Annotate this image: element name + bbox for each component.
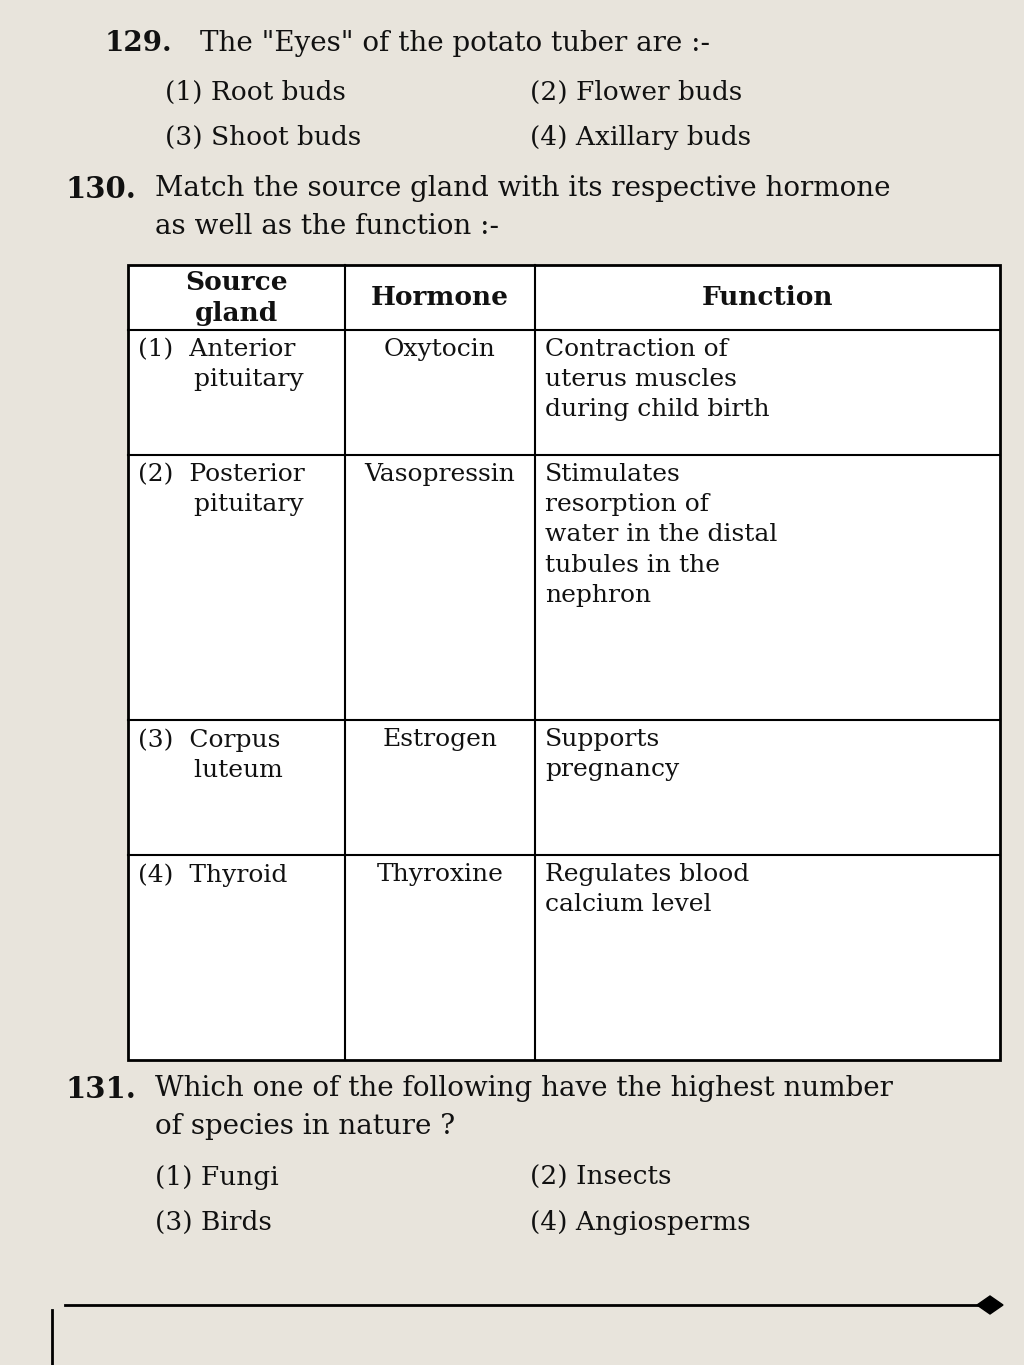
Text: (4) Angiosperms: (4) Angiosperms xyxy=(530,1209,751,1235)
Text: Contraction of
uterus muscles
during child birth: Contraction of uterus muscles during chi… xyxy=(545,339,770,422)
Text: Stimulates
resorption of
water in the distal
tubules in the
nephron: Stimulates resorption of water in the di… xyxy=(545,463,777,607)
Text: (3) Shoot buds: (3) Shoot buds xyxy=(165,126,361,150)
Text: Supports
pregnancy: Supports pregnancy xyxy=(545,728,679,781)
Text: Source
gland: Source gland xyxy=(185,269,288,325)
Text: Estrogen: Estrogen xyxy=(383,728,498,751)
Text: Hormone: Hormone xyxy=(371,285,509,310)
Text: Regulates blood
calcium level: Regulates blood calcium level xyxy=(545,863,750,916)
Polygon shape xyxy=(977,1295,1002,1314)
Text: The "Eyes" of the potato tuber are :-: The "Eyes" of the potato tuber are :- xyxy=(200,30,710,57)
Text: Vasopressin: Vasopressin xyxy=(365,463,515,486)
Text: (3) Birds: (3) Birds xyxy=(155,1209,272,1235)
Text: Oxytocin: Oxytocin xyxy=(384,339,496,360)
Text: Which one of the following have the highest number
of species in nature ?: Which one of the following have the high… xyxy=(155,1076,893,1140)
Text: Match the source gland with its respective hormone
as well as the function :-: Match the source gland with its respecti… xyxy=(155,175,891,239)
Text: (2) Flower buds: (2) Flower buds xyxy=(530,81,742,105)
Text: Thyroxine: Thyroxine xyxy=(377,863,504,886)
Text: (4)  Thyroid: (4) Thyroid xyxy=(138,863,288,886)
Text: Function: Function xyxy=(701,285,834,310)
Text: (1)  Anterior
       pituitary: (1) Anterior pituitary xyxy=(138,339,304,392)
Text: (3)  Corpus
       luteum: (3) Corpus luteum xyxy=(138,728,283,782)
Text: (2)  Posterior
       pituitary: (2) Posterior pituitary xyxy=(138,463,305,516)
Text: 130.: 130. xyxy=(65,175,136,203)
Text: (1) Fungi: (1) Fungi xyxy=(155,1164,279,1190)
Text: (2) Insects: (2) Insects xyxy=(530,1164,672,1190)
Text: 129.: 129. xyxy=(105,30,173,57)
Text: (4) Axillary buds: (4) Axillary buds xyxy=(530,126,752,150)
Bar xyxy=(128,265,1000,1061)
Text: 131.: 131. xyxy=(65,1076,136,1104)
Text: (1) Root buds: (1) Root buds xyxy=(165,81,346,105)
